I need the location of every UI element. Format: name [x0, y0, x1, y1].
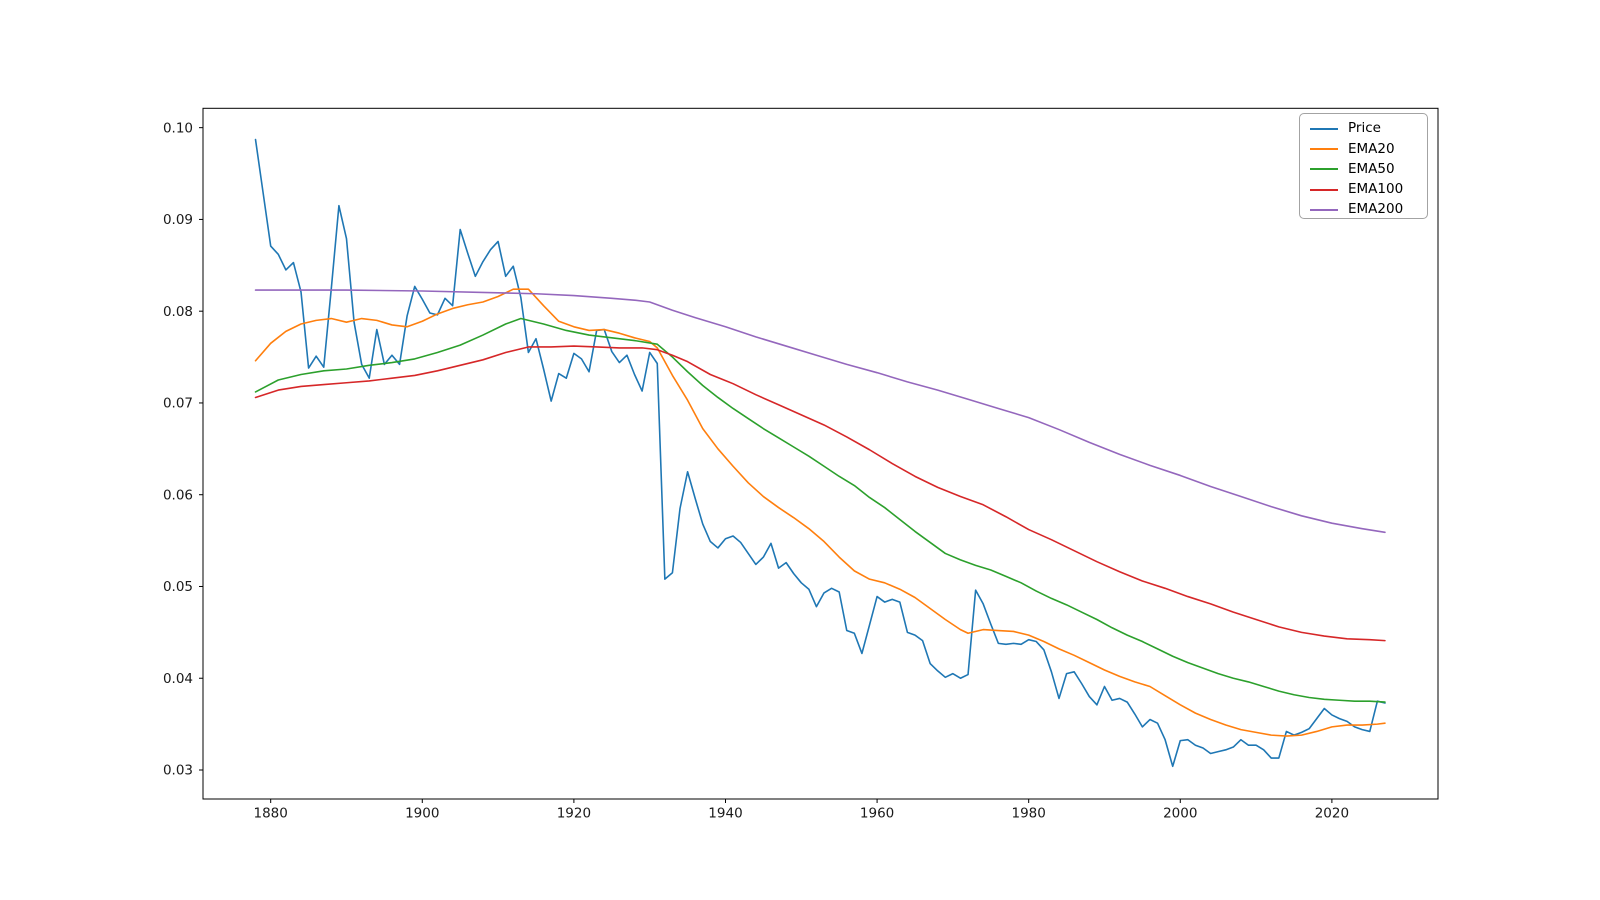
series-line-ema50 — [254, 317, 1386, 703]
legend-item-ema20: EMA20 — [1310, 139, 1427, 159]
y-tick-label: 0.08 — [163, 304, 193, 320]
legend-item-ema200: EMA200 — [1310, 200, 1427, 220]
series-line-price — [254, 138, 1386, 768]
legend-label: Price — [1348, 120, 1381, 137]
legend-line-swatch-ema20 — [1310, 148, 1338, 151]
legend-label: EMA20 — [1348, 140, 1395, 157]
y-tick-label: 0.09 — [163, 212, 193, 228]
y-tick-label: 0.10 — [163, 120, 193, 136]
legend-label: EMA50 — [1348, 160, 1395, 177]
series-line-ema100 — [254, 345, 1386, 642]
legend: Price EMA20 EMA50 EMA100 EMA200 — [1299, 113, 1428, 219]
y-tick-label: 0.03 — [163, 763, 193, 779]
legend-line-swatch-ema100 — [1310, 188, 1338, 191]
y-tick-label: 0.06 — [163, 487, 193, 503]
x-tick-label: 2020 — [1315, 806, 1349, 822]
legend-item-ema50: EMA50 — [1310, 159, 1427, 179]
x-tick-label: 1900 — [405, 806, 439, 822]
x-tick-label: 2000 — [1163, 806, 1197, 822]
legend-line-swatch-price — [1310, 128, 1338, 131]
legend-line-swatch-ema200 — [1310, 208, 1338, 211]
series-line-ema200 — [254, 289, 1386, 534]
x-tick-label: 1920 — [557, 806, 591, 822]
legend-label: EMA200 — [1348, 201, 1404, 218]
y-tick-label: 0.07 — [163, 396, 193, 412]
legend-label: EMA100 — [1348, 180, 1404, 197]
series-line-ema20 — [254, 288, 1386, 737]
y-tick-label: 0.05 — [163, 579, 193, 595]
x-tick-label: 1940 — [708, 806, 742, 822]
legend-item-ema100: EMA100 — [1310, 180, 1427, 200]
x-tick-label: 1880 — [254, 806, 288, 822]
x-tick-label: 1960 — [860, 806, 894, 822]
plot-area-border — [202, 107, 1439, 800]
y-tick-label: 0.04 — [163, 671, 193, 687]
legend-line-swatch-ema50 — [1310, 168, 1338, 171]
legend-item-price: Price — [1310, 119, 1427, 139]
x-tick-label: 1980 — [1012, 806, 1046, 822]
